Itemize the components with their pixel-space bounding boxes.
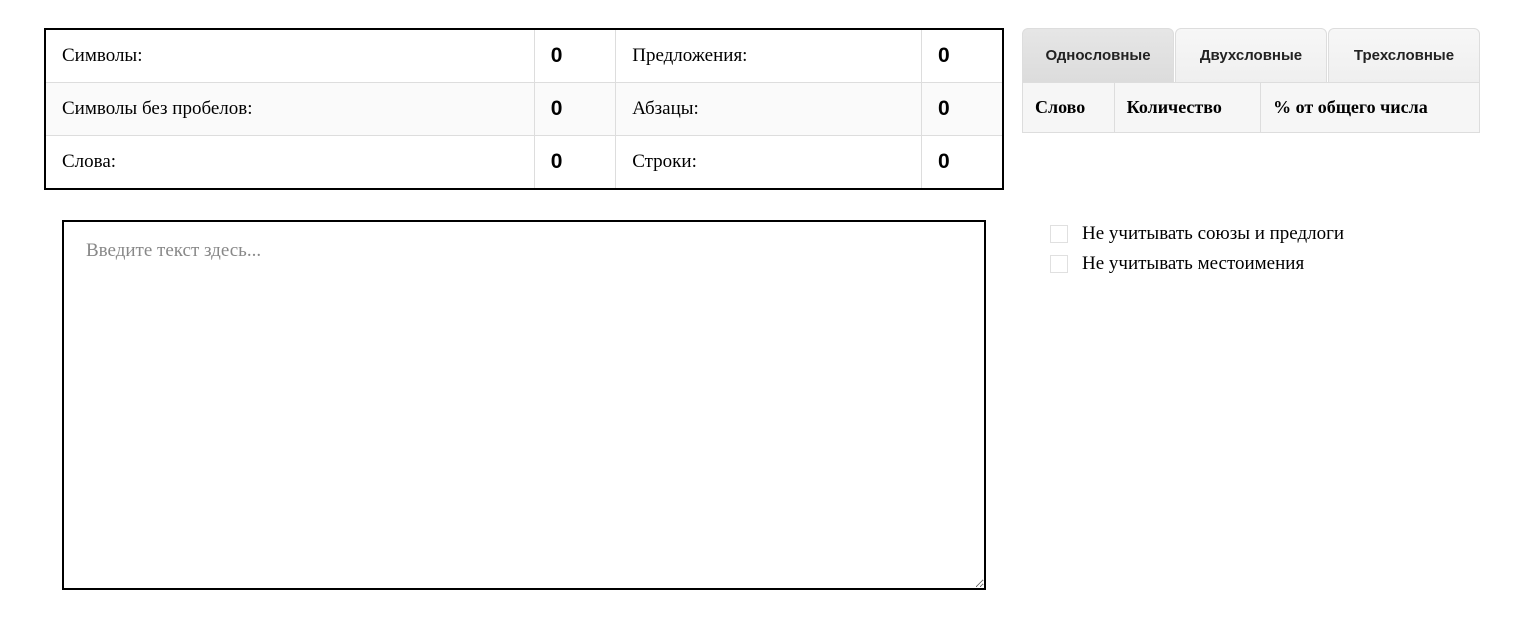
stats-row: Символы:0Предложения:0: [45, 29, 1003, 83]
tab-1[interactable]: Двухсловные: [1175, 28, 1327, 83]
check-label-1[interactable]: Не учитывать местоимения: [1082, 253, 1304, 275]
stat-value: 0: [534, 83, 616, 136]
stat-value: 0: [534, 136, 616, 190]
stat-label: Символы:: [45, 29, 534, 83]
check-row-1: Не учитывать местоимения: [1050, 253, 1480, 275]
check-label-0[interactable]: Не учитывать союзы и предлоги: [1082, 223, 1344, 245]
checkbox-0[interactable]: [1050, 225, 1068, 243]
stat-value: 0: [921, 29, 1003, 83]
word-frequency-table: СловоКоличество% от общего числа: [1022, 82, 1480, 133]
stat-value: 0: [534, 29, 616, 83]
stats-row: Слова:0Строки:0: [45, 136, 1003, 190]
tab-0[interactable]: Однословные: [1022, 28, 1174, 83]
word-table-col-1: Количество: [1114, 83, 1260, 133]
tabs: ОднословныеДвухсловныеТрехсловные: [1022, 28, 1480, 83]
stat-label: Предложения:: [616, 29, 922, 83]
checkbox-1[interactable]: [1050, 255, 1068, 273]
stats-table: Символы:0Предложения:0Символы без пробел…: [44, 28, 1004, 190]
filter-options: Не учитывать союзы и предлоги Не учитыват…: [1022, 223, 1480, 275]
stat-label: Абзацы:: [616, 83, 922, 136]
stat-label: Слова:: [45, 136, 534, 190]
word-table-col-2: % от общего числа: [1261, 83, 1480, 133]
tab-2[interactable]: Трехсловные: [1328, 28, 1480, 83]
text-input[interactable]: [62, 220, 986, 590]
stat-value: 0: [921, 83, 1003, 136]
stats-row: Символы без пробелов:0Абзацы:0: [45, 83, 1003, 136]
stat-label: Символы без пробелов:: [45, 83, 534, 136]
check-row-0: Не учитывать союзы и предлоги: [1050, 223, 1480, 245]
stat-value: 0: [921, 136, 1003, 190]
word-table-col-0: Слово: [1023, 83, 1115, 133]
stat-label: Строки:: [616, 136, 922, 190]
